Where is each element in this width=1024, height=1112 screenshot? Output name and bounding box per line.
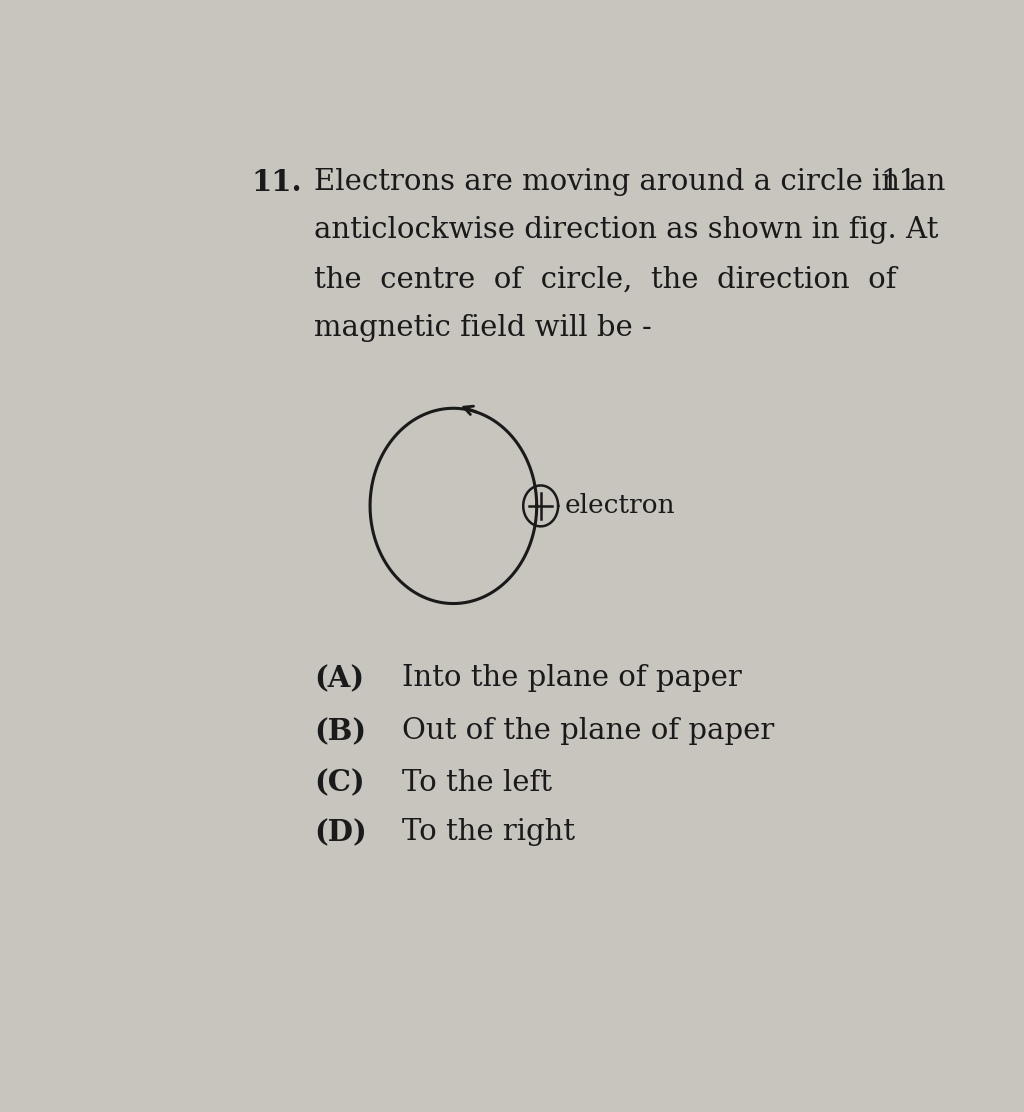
Text: Out of the plane of paper: Out of the plane of paper [401, 717, 774, 745]
Text: (C): (C) [314, 768, 366, 797]
Text: anticlockwise direction as shown in fig. At: anticlockwise direction as shown in fig.… [314, 217, 939, 245]
Text: the  centre  of  circle,  the  direction  of: the centre of circle, the direction of [314, 266, 897, 294]
Text: Electrons are moving around a circle in an: Electrons are moving around a circle in … [314, 168, 946, 196]
Text: magnetic field will be -: magnetic field will be - [314, 314, 652, 342]
Text: To the right: To the right [401, 818, 574, 846]
Text: (D): (D) [314, 818, 368, 847]
Text: 11: 11 [881, 168, 918, 196]
Text: 11.: 11. [251, 168, 302, 197]
Text: (B): (B) [314, 717, 367, 746]
Text: Into the plane of paper: Into the plane of paper [401, 664, 741, 693]
Text: To the left: To the left [401, 768, 552, 797]
Text: electron: electron [564, 494, 675, 518]
Text: (A): (A) [314, 664, 365, 693]
